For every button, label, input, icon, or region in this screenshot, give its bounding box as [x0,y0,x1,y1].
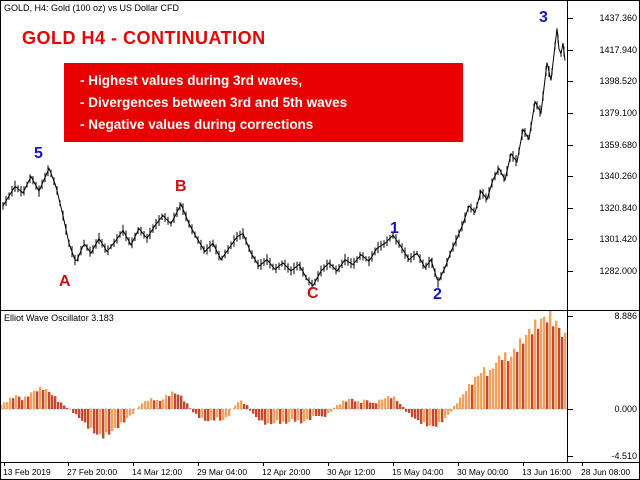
callout-line: - Highest values during 3rd waves, [80,73,303,88]
price-chart-canvas[interactable] [1,1,567,310]
price-axis-label: 1340.260 [599,171,637,182]
headline-annotation: GOLD H4 - CONTINUATION [22,28,266,48]
price-axis-label: 1437.360 [599,13,637,23]
time-axis-tick [133,463,134,466]
time-axis-tick [393,463,394,466]
wave-label-5: 5 [34,145,43,162]
time-axis-tick [582,463,583,466]
oscillator-title: Elliot Wave Oscillator 3.183 [4,313,114,323]
price-axis-label: 1282.000 [599,266,637,276]
oscillator-axis-label: 0.000 [614,404,637,414]
wave-label-B: B [175,178,187,195]
time-axis[interactable]: 13 Feb 2019 27 Feb 20:00 14 Mar 12:00 29 Ma… [1,463,639,479]
callout-line: - Negative values during corrections [80,117,314,132]
time-axis-divider [1,462,639,463]
price-axis-tick [568,144,573,146]
wave-label-2: 2 [433,286,442,303]
callout-line: - Divergences between 3rd and 5th waves [80,95,348,110]
price-axis-tick [568,176,573,178]
oscillator-axis-tick [568,409,573,410]
wave-label-1: 1 [390,220,399,237]
time-axis-tick [198,463,199,466]
price-axis-tick [568,271,573,272]
time-axis-tick [4,463,5,466]
time-axis-tick [523,463,524,466]
time-axis-label: 12 Apr 20:00 [262,467,311,477]
price-axis-label: 1379.100 [599,107,637,118]
wave-label-A: A [59,273,71,290]
price-axis-label: 1320.840 [599,202,637,213]
price-axis-label: 1359.680 [599,139,637,150]
oscillator-axis-label: -4.510 [611,451,637,462]
wave-label-C: C [307,285,319,302]
price-axis-label: 1398.520 [599,76,637,87]
oscillator-axis-label: 8.886 [614,310,637,321]
price-axis-label: 1417.940 [599,44,637,55]
oscillator-axis-tick [568,315,573,317]
pane-divider[interactable] [1,310,639,311]
time-axis-label: 13 Feb 2019 [3,467,51,477]
scale-divider [567,1,568,463]
price-axis-tick [568,207,573,209]
oscillator-canvas[interactable] [1,311,567,462]
time-axis-label: 14 Mar 12:00 [132,467,183,477]
time-axis-label: 30 Apr 12:00 [327,467,376,477]
oscillator-axis-tick [568,456,573,458]
chart-title: GOLD, H4: Gold (100 oz) vs US Dollar CFD [4,3,180,13]
price-axis-tick [568,18,573,19]
time-axis-tick [263,463,264,466]
oscillator-axis[interactable]: 8.886 0.000 -4.510 [568,310,639,462]
wave-label-3: 3 [539,9,548,26]
time-axis-tick [328,463,329,466]
price-axis-tick [568,112,573,114]
time-axis-label: 15 May 04:00 [392,467,444,477]
price-axis-label: 1301.420 [599,234,637,245]
time-axis-label: 30 May 00:00 [457,467,509,477]
time-axis-label: 29 Mar 04:00 [197,467,248,477]
callout-box: - Highest values during 3rd waves, - Dive… [64,63,463,142]
time-axis-label: 28 Jun 08:00 [581,467,631,477]
time-axis-label: 13 Jun 16:00 [522,467,572,477]
time-axis-tick [68,463,69,466]
time-axis-tick [458,463,459,466]
price-axis-tick [568,239,573,241]
price-axis[interactable]: 1437.360 1417.940 1398.520 1379.100 1359.680… [568,1,639,310]
price-axis-tick [568,49,573,51]
price-axis-tick [568,81,573,83]
time-axis-label: 27 Feb 20:00 [67,467,118,477]
